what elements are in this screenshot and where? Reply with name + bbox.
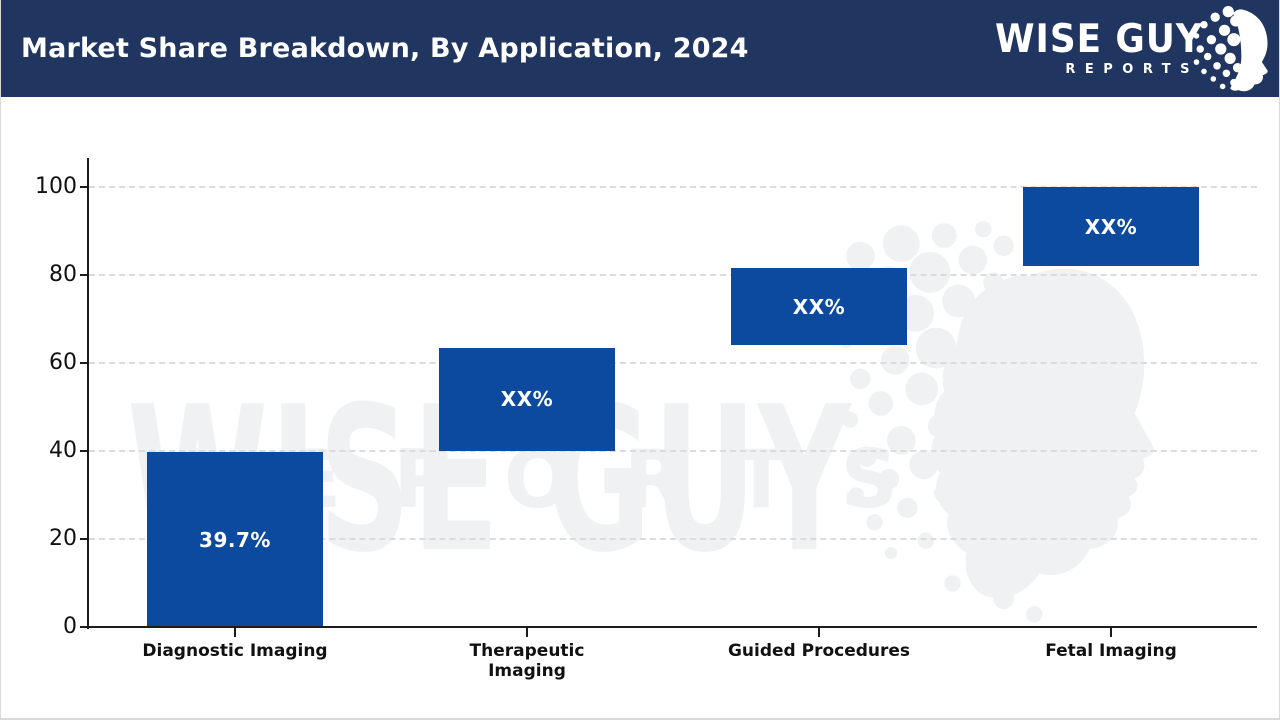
bar-value-label: XX% <box>1084 214 1138 239</box>
x-axis-category-label: Diagnostic Imaging <box>142 641 328 661</box>
bar-value-label: 39.7% <box>199 527 271 552</box>
x-axis-tickmark <box>526 628 528 637</box>
gridline-60 <box>89 362 1257 364</box>
gridline-20 <box>89 538 1257 540</box>
chart-area: WISE GUY REPORTS 0 20 40 60 80 100 39.7% Diagno… <box>1 97 1279 718</box>
y-axis-tickmark <box>80 186 89 188</box>
bar-fetal-imaging: XX% <box>1023 187 1199 267</box>
x-axis-line <box>87 626 1257 628</box>
y-axis-tick-label: 0 <box>63 614 77 639</box>
y-axis-tickmark <box>80 626 89 628</box>
bar-therapeutic-imaging: XX% <box>439 347 615 451</box>
logo-wordmark-line1: WISE GUY <box>995 17 1203 62</box>
gridline-40 <box>89 450 1257 452</box>
gridline-80 <box>89 274 1257 276</box>
y-axis-tickmark <box>80 362 89 364</box>
logo-wordmark-line2: REPORTS <box>1065 62 1199 77</box>
x-axis-category-label: Therapeutic Imaging <box>469 641 585 682</box>
x-axis-tickmark <box>1110 628 1112 637</box>
y-axis-tickmark <box>80 538 89 540</box>
y-axis-tick-label: 20 <box>49 526 77 551</box>
y-axis-line <box>87 158 89 629</box>
page-title: Market Share Breakdown, By Application, … <box>21 33 749 64</box>
x-axis-tickmark <box>818 628 820 637</box>
y-axis-tickmark <box>80 274 89 276</box>
header-bar: Market Share Breakdown, By Application, … <box>1 0 1279 97</box>
y-axis-tick-label: 40 <box>49 438 77 463</box>
gridline-100 <box>89 186 1257 188</box>
logo-head-icon <box>1193 5 1268 91</box>
logo-wordmark: WISE GUY REPORTS <box>977 20 1203 77</box>
x-axis-category-label: Guided Procedures <box>727 641 911 661</box>
wiseguy-logo: WISE GUY REPORTS <box>977 3 1275 95</box>
y-axis-tick-label: 60 <box>49 350 77 375</box>
bar-value-label: XX% <box>792 294 846 319</box>
bar-guided-procedures: XX% <box>731 268 907 346</box>
y-axis-tick-label: 100 <box>35 174 77 199</box>
bar-value-label: XX% <box>500 387 554 412</box>
x-axis-category-label: Fetal Imaging <box>1045 641 1177 661</box>
y-axis-tick-label: 80 <box>49 262 77 287</box>
y-axis-tickmark <box>80 450 89 452</box>
x-axis-tickmark <box>234 628 236 637</box>
bar-diagnostic-imaging: 39.7% <box>147 452 323 627</box>
